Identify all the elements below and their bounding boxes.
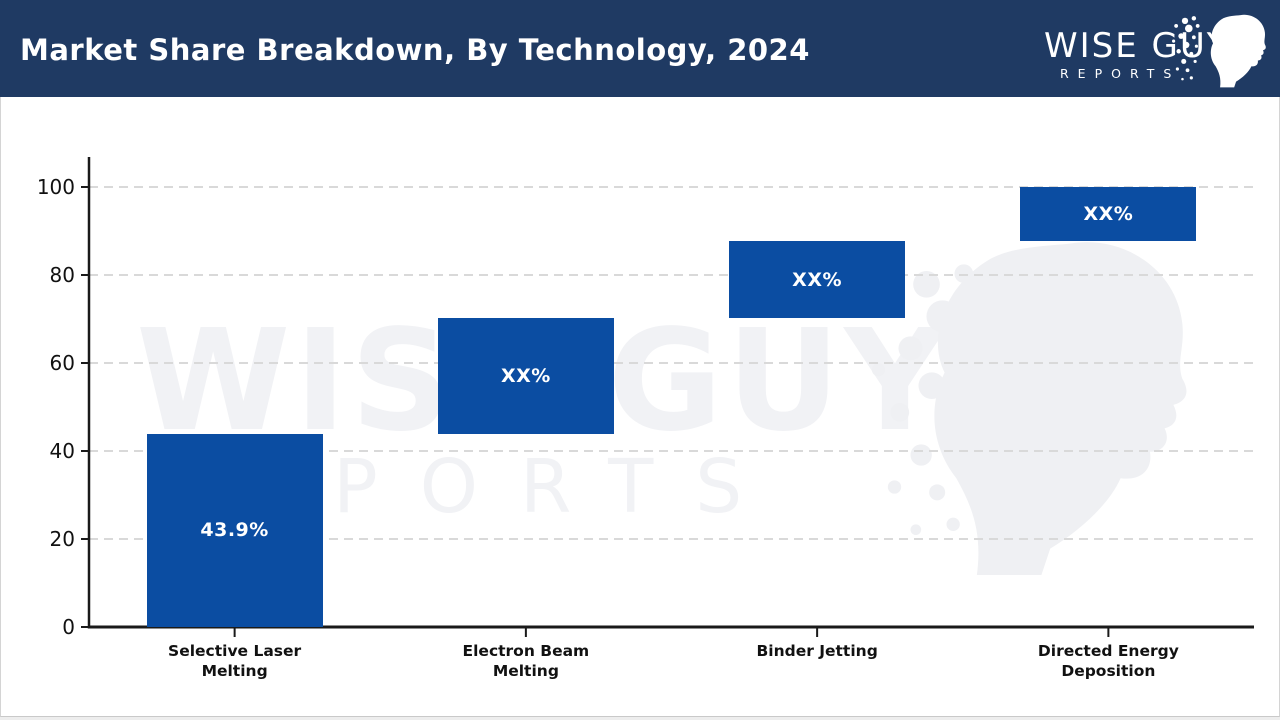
- bars-layer: 43.9% XX% XX% XX%: [1, 97, 1279, 716]
- y-axis-tick-label: 20: [49, 527, 75, 551]
- bar-value-label: XX%: [500, 364, 551, 387]
- y-axis-tick-label: 0: [62, 615, 75, 639]
- chart-bar: XX%: [437, 318, 614, 434]
- y-axis-tick-label: 40: [49, 439, 75, 463]
- axis-labels-layer: 0 20 40 60 80 100 Selective Laser Melting Elect…: [1, 97, 1279, 716]
- chart-card: WISE GUY REPORTS 43.9% XX% XX% XX% 0 20 40 60 8…: [0, 97, 1280, 717]
- x-axis-category-label: Selective Laser Melting: [168, 642, 302, 681]
- bar-value-label: XX%: [1083, 203, 1134, 226]
- x-axis-category-label: Binder Jetting: [756, 642, 878, 660]
- header-bar: Market Share Breakdown, By Technology, 2…: [0, 0, 1280, 97]
- x-axis-category-label: Directed Energy Deposition: [1037, 642, 1179, 681]
- x-axis-category-label: Electron Beam Melting: [462, 642, 590, 681]
- chart-bar: 43.9%: [146, 433, 323, 627]
- y-axis-tick-label: 80: [49, 263, 75, 287]
- face-profile-icon: [1172, 14, 1266, 88]
- y-axis-tick-label: 60: [49, 351, 75, 375]
- chart-bar: XX%: [1020, 187, 1197, 242]
- bar-value-label: 43.9%: [200, 519, 269, 542]
- page-title: Market Share Breakdown, By Technology, 2…: [20, 33, 810, 67]
- logo-tagline: REPORTS: [1060, 66, 1181, 81]
- wise-guy-reports-logo: WISE GUY REPORTS: [1008, 0, 1274, 97]
- y-axis-tick-label: 100: [36, 175, 75, 199]
